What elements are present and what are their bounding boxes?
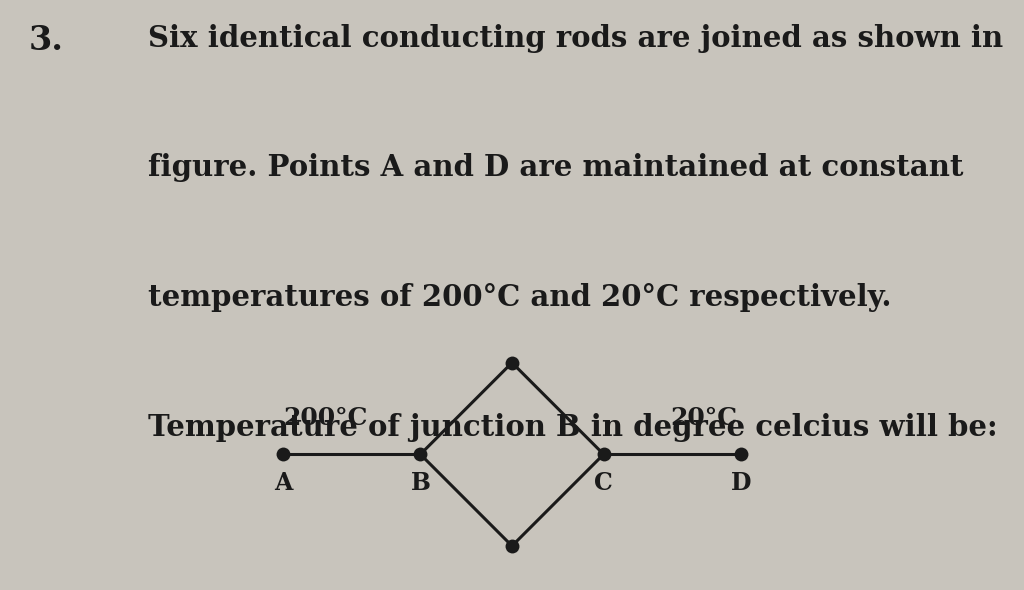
Text: A: A bbox=[273, 471, 292, 495]
Text: temperatures of 200°C and 20°C respectively.: temperatures of 200°C and 20°C respectiv… bbox=[148, 283, 892, 312]
Point bbox=[274, 450, 291, 459]
Text: Six identical conducting rods are joined as shown in: Six identical conducting rods are joined… bbox=[148, 24, 1004, 53]
Text: 3.: 3. bbox=[29, 24, 63, 57]
Text: figure. Points A and D are maintained at constant: figure. Points A and D are maintained at… bbox=[148, 153, 964, 182]
Point bbox=[595, 450, 611, 459]
Text: C: C bbox=[594, 471, 613, 495]
Text: Temperature of junction B in degree celcius will be:: Temperature of junction B in degree celc… bbox=[148, 413, 998, 442]
Text: 200°C: 200°C bbox=[283, 406, 368, 430]
Point bbox=[413, 450, 429, 459]
Text: 20°C: 20°C bbox=[670, 406, 737, 430]
Point bbox=[504, 358, 520, 368]
Point bbox=[733, 450, 750, 459]
Text: D: D bbox=[731, 471, 752, 495]
Point bbox=[504, 541, 520, 550]
Text: B: B bbox=[411, 471, 430, 495]
